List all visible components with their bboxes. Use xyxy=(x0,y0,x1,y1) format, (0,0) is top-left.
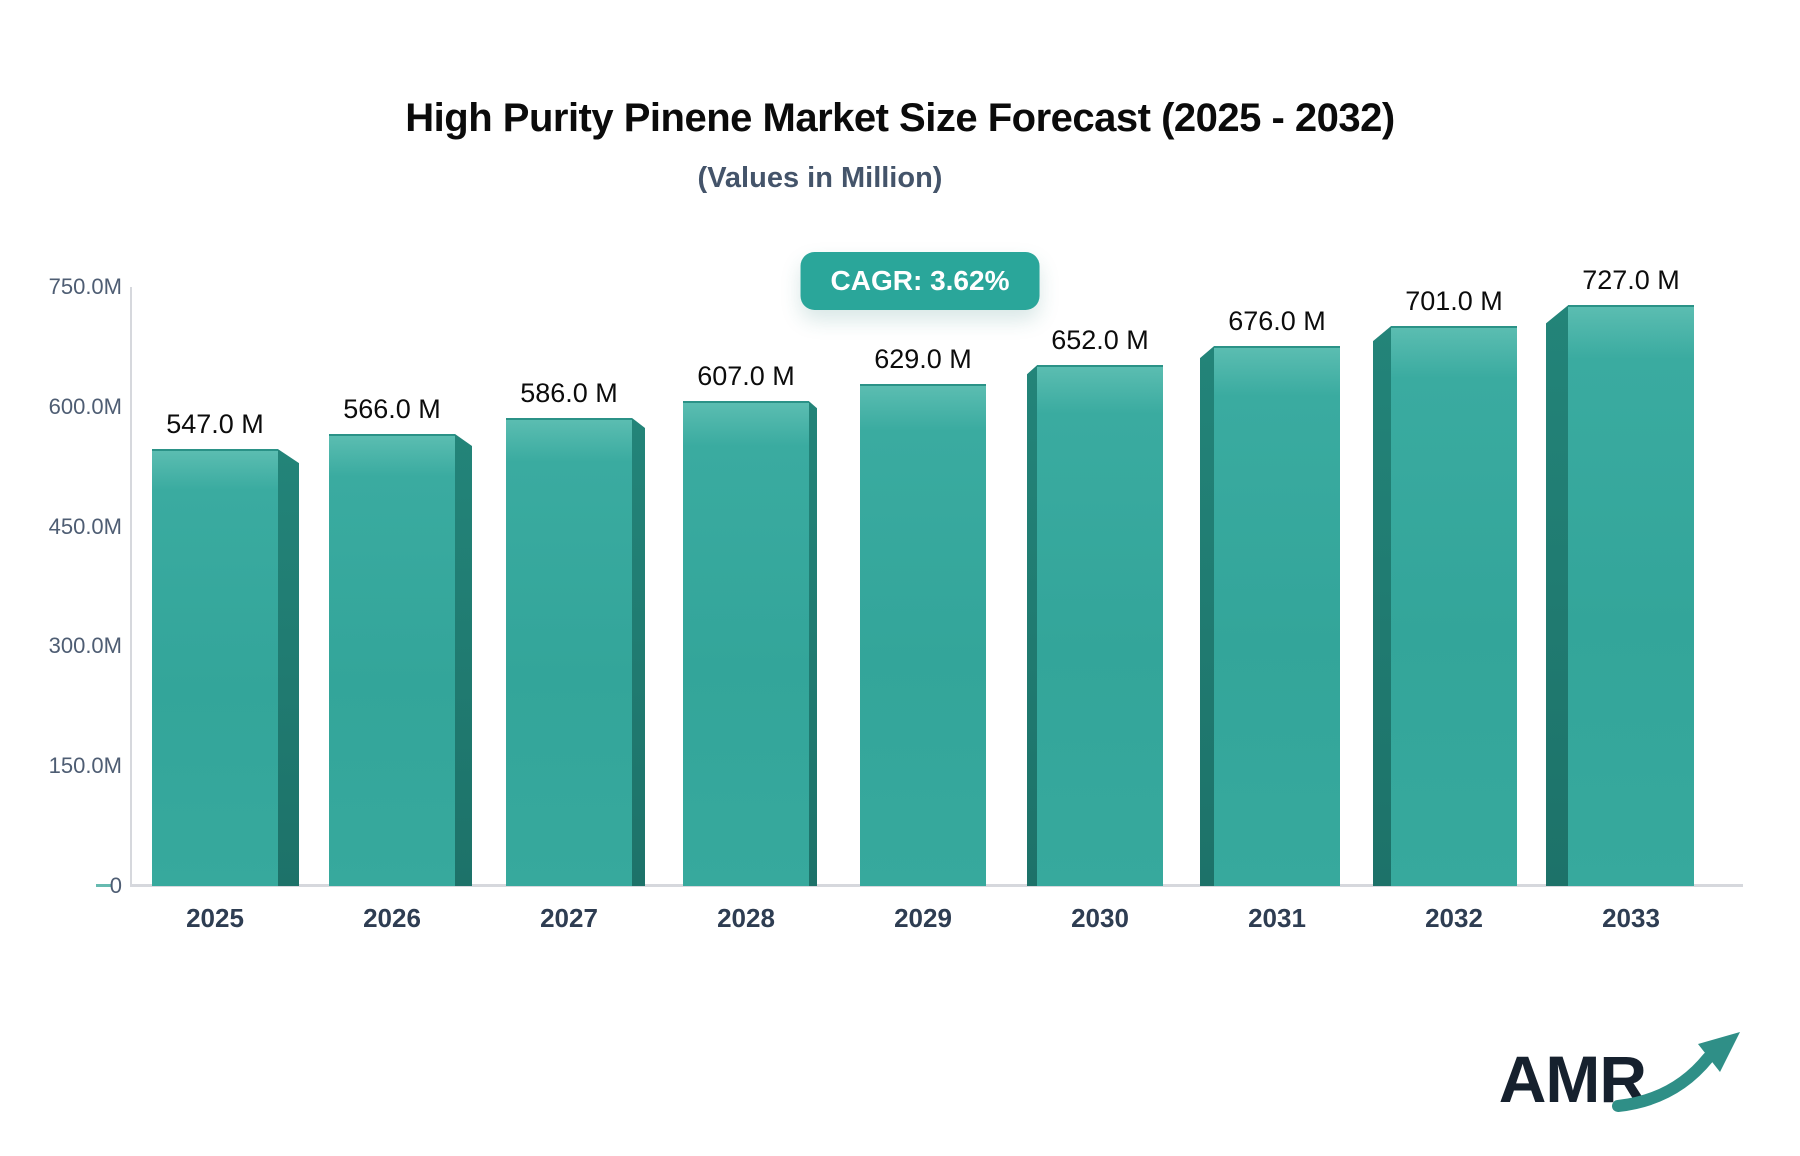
growth-arrow-icon xyxy=(1612,1032,1740,1112)
x-axis-category-label: 2028 xyxy=(717,903,775,933)
bar-value-label: 701.0 M xyxy=(1405,286,1503,317)
bar xyxy=(1391,326,1517,886)
bar-side-face xyxy=(1200,346,1214,886)
bar xyxy=(152,449,278,886)
x-axis-category-label: 2027 xyxy=(540,903,598,933)
bar xyxy=(860,383,986,886)
x-axis-category-label: 2033 xyxy=(1602,903,1660,933)
x-axis-category-label: 2032 xyxy=(1425,903,1483,933)
x-axis-category-label: 2031 xyxy=(1248,903,1306,933)
x-axis-category-label: 2029 xyxy=(894,903,952,933)
bar-side-face xyxy=(1027,365,1037,886)
chart-subtitle: (Values in Million) xyxy=(697,162,943,194)
bar-value-label: 676.0 M xyxy=(1228,306,1326,337)
y-axis-tick-label: 600.0M xyxy=(48,393,122,419)
x-axis-category-label: 2026 xyxy=(363,903,421,933)
bar-value-label: 629.0 M xyxy=(874,343,972,374)
bar xyxy=(683,401,809,886)
bar-side-face xyxy=(809,401,817,886)
bar xyxy=(329,433,455,886)
y-axis-tick-label: 750.0M xyxy=(48,274,122,299)
chart-title: High Purity Pinene Market Size Forecast … xyxy=(405,96,1395,140)
bar xyxy=(506,417,632,886)
y-axis-tick-label: 450.0M xyxy=(48,513,122,539)
bar-value-label: 607.0 M xyxy=(697,361,795,392)
y-axis-tick-label: 150.0M xyxy=(48,753,122,779)
bar-value-label: 727.0 M xyxy=(1582,265,1680,296)
bar-value-label: 566.0 M xyxy=(343,393,441,424)
bar-side-face xyxy=(632,417,645,886)
bar-side-face xyxy=(1546,305,1568,886)
bar-value-label: 547.0 M xyxy=(166,409,264,440)
bar-value-label: 652.0 M xyxy=(1051,325,1149,356)
x-axis-category-label: 2030 xyxy=(1071,903,1129,933)
y-axis-line xyxy=(130,287,132,886)
bar xyxy=(1568,305,1694,886)
zero-tick-mark xyxy=(96,884,112,887)
x-axis-category-label: 2025 xyxy=(186,903,244,933)
amr-logo: AMR xyxy=(1499,1030,1744,1112)
bar-side-face xyxy=(1373,326,1391,886)
y-axis-tick-label: 0 xyxy=(109,873,122,898)
bar-side-face xyxy=(455,433,472,886)
cagr-badge-label: CAGR: 3.62% xyxy=(830,265,1010,296)
cagr-badge: CAGR: 3.62% xyxy=(800,252,1040,310)
bar-value-label: 586.0 M xyxy=(520,377,618,408)
bar-side-face xyxy=(278,449,299,886)
bar xyxy=(1214,346,1340,886)
y-axis-tick-label: 300.0M xyxy=(48,633,122,659)
bar xyxy=(1037,365,1163,886)
